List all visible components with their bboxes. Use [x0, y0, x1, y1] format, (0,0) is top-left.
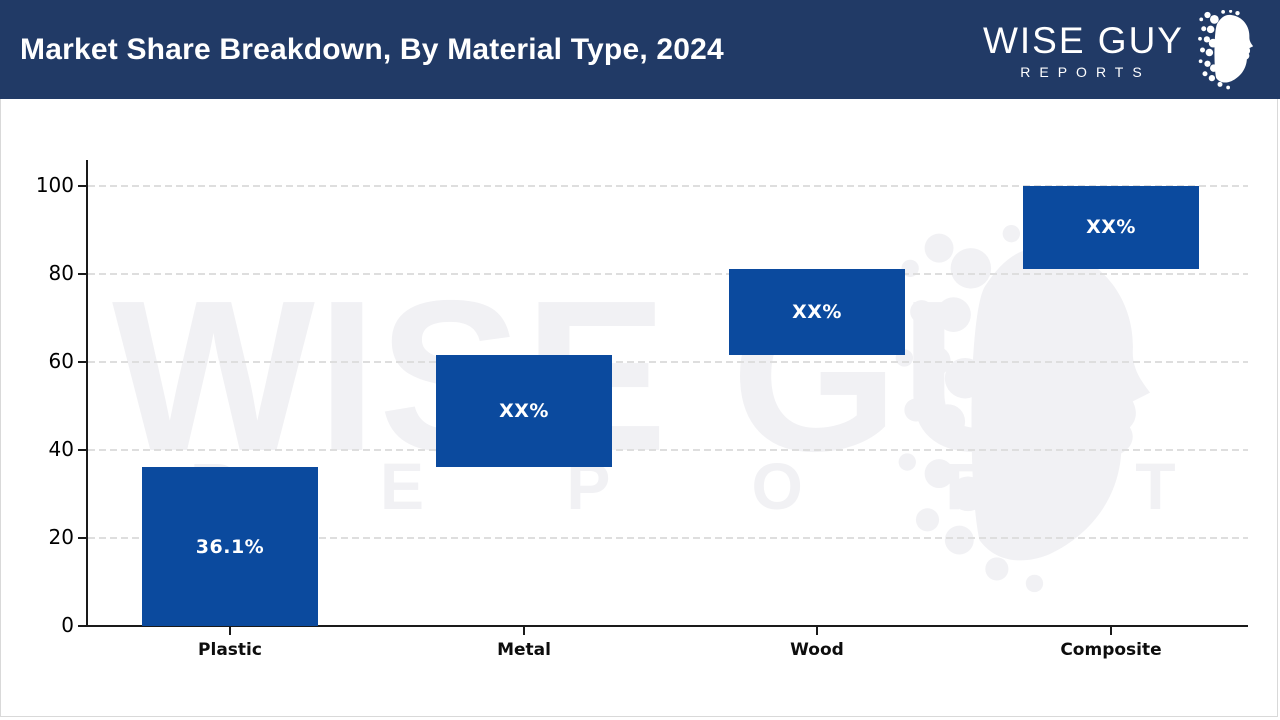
gridline	[88, 449, 1248, 451]
gridline	[88, 537, 1248, 539]
y-axis-spine	[86, 160, 88, 627]
category-label-plastic: Plastic	[198, 640, 262, 660]
y-tick-label: 60	[48, 349, 74, 373]
category-label-metal: Metal	[497, 640, 551, 660]
x-axis-tick	[523, 627, 525, 635]
gridline	[88, 361, 1248, 363]
logo-subtitle: REPORTS	[1020, 63, 1151, 80]
logo-head-icon	[1198, 10, 1254, 90]
x-axis-tick	[1110, 627, 1112, 635]
y-axis-tick	[78, 185, 86, 187]
y-axis-tick	[78, 361, 86, 363]
x-axis-tick	[816, 627, 818, 635]
gridline	[88, 273, 1248, 275]
x-axis-tick	[229, 627, 231, 635]
page-title: Market Share Breakdown, By Material Type…	[20, 32, 724, 66]
bar-value-label: XX%	[792, 300, 842, 323]
y-tick-label: 0	[61, 613, 74, 637]
bar-composite: XX%	[1023, 186, 1199, 269]
category-label-wood: Wood	[790, 640, 844, 660]
bar-plastic: 36.1%	[142, 467, 318, 626]
gridline	[88, 185, 1248, 187]
category-label-composite: Composite	[1060, 640, 1162, 660]
y-axis-tick	[78, 273, 86, 275]
bar-value-label: XX%	[1086, 216, 1136, 239]
y-axis-tick	[78, 625, 86, 627]
y-tick-label: 40	[48, 437, 74, 461]
bar-value-label: 36.1%	[195, 535, 265, 558]
logo-wordmark: WISE GUY	[982, 19, 1184, 61]
bar-wood: XX%	[729, 268, 905, 355]
y-tick-label: 20	[48, 525, 74, 549]
wiseguy-logo: WISE GUY REPORTS	[983, 10, 1262, 90]
y-tick-label: 100	[35, 173, 74, 197]
bar-metal: XX%	[436, 354, 612, 468]
y-tick-label: 80	[48, 261, 74, 285]
header-bar: Market Share Breakdown, By Material Type…	[0, 0, 1280, 99]
y-axis-tick	[78, 537, 86, 539]
y-axis-tick	[78, 449, 86, 451]
x-axis-spine	[86, 625, 1248, 627]
bar-value-label: XX%	[499, 400, 549, 423]
